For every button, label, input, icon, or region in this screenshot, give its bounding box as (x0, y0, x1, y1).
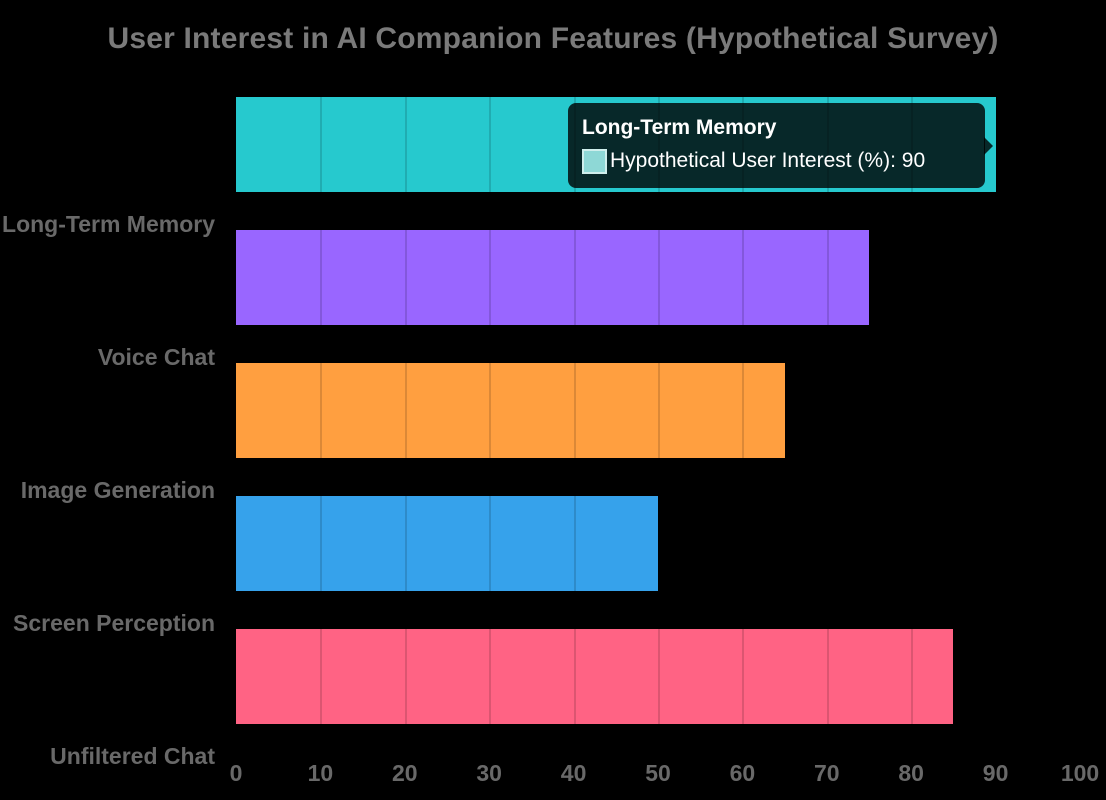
x-axis-tick: 30 (476, 760, 502, 786)
x-axis-tick: 80 (898, 760, 924, 786)
bar-series (236, 80, 1080, 745)
x-axis-tick: 90 (982, 760, 1009, 786)
x-axis-tick: 20 (392, 760, 418, 786)
tooltip-body: Hypothetical User Interest (%): 90 (582, 148, 971, 174)
bar-image-generation[interactable] (236, 363, 785, 458)
x-axis-tick: 40 (560, 760, 587, 786)
x-axis-tick: 50 (645, 760, 671, 786)
x-axis-tick: 10 (307, 760, 334, 786)
y-axis-label-image-generation: Image Generation (20, 477, 215, 503)
tooltip-title: Long-Term Memory (582, 116, 777, 139)
tooltip-color-box (582, 148, 607, 174)
x-axis-tick: 100 (1060, 760, 1100, 786)
x-axis-labels: 0 10 20 30 40 50 60 70 80 90 100 (230, 760, 1100, 790)
bar-voice-chat[interactable] (236, 230, 869, 325)
chart-title: User Interest in AI Companion Features (… (107, 22, 999, 55)
x-axis-tick: 60 (729, 760, 756, 786)
bar-unfiltered-chat[interactable] (236, 629, 954, 724)
bar-screen-perception[interactable] (236, 496, 658, 591)
plot-area[interactable] (236, 80, 1080, 745)
y-axis-label-screen-perception: Screen Perception (13, 610, 215, 636)
y-axis-labels: Long-Term Memory Voice Chat Image Genera… (0, 80, 215, 769)
tooltip-label: Hypothetical User Interest (%): 90 (610, 149, 926, 172)
x-axis-tick: 0 (229, 760, 243, 786)
y-axis-label-voice-chat: Voice Chat (97, 344, 215, 370)
tooltip: Long-Term Memory Hypothetical User Inter… (568, 103, 985, 188)
y-axis-label-unfiltered-chat: Unfiltered Chat (50, 743, 215, 769)
y-axis-label-long-term-memory: Long-Term Memory (2, 211, 215, 237)
x-axis-tick: 70 (814, 760, 840, 786)
